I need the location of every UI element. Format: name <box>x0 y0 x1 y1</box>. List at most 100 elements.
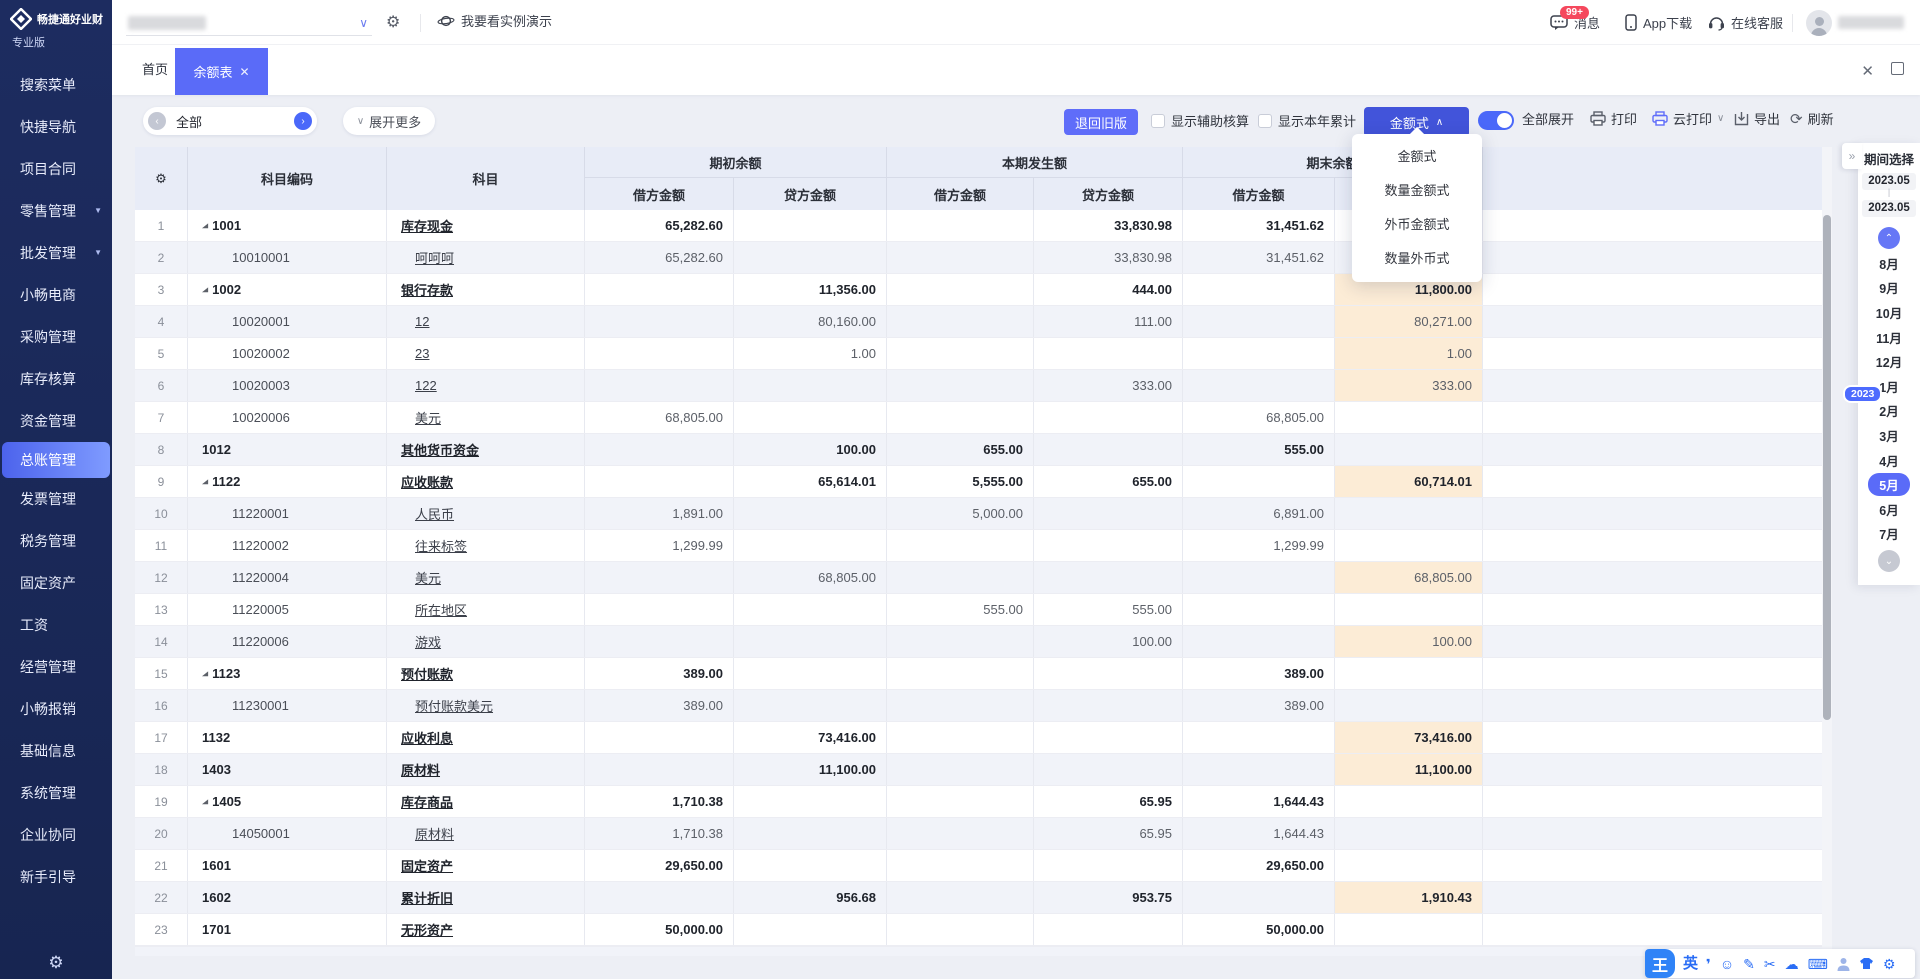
checkbox-icon[interactable] <box>1258 113 1272 128</box>
account-link[interactable]: 122 <box>415 378 437 393</box>
chevron-right-icon[interactable]: › <box>294 112 312 130</box>
account-link[interactable]: 往来标签 <box>415 539 468 554</box>
account-link[interactable]: 固定资产 <box>401 859 454 874</box>
cloud-print-button[interactable]: 云打印 ∨ <box>1652 109 1724 128</box>
account-link[interactable]: 美元 <box>415 571 442 586</box>
month-item-8月[interactable]: 8月 <box>1858 251 1920 276</box>
account-link[interactable]: 所在地区 <box>415 603 468 618</box>
account-link[interactable]: 库存商品 <box>401 795 454 810</box>
show-aux-checkbox[interactable]: 显示辅助核算 <box>1151 111 1249 130</box>
checkbox-icon[interactable] <box>1151 113 1165 128</box>
sidebar-item-系统管理[interactable]: 系统管理 <box>0 772 112 814</box>
sidebar-item-库存核算[interactable]: 库存核算 <box>0 358 112 400</box>
sidebar-item-采购管理[interactable]: 采购管理 <box>0 316 112 358</box>
month-item-5月[interactable]: 5月 <box>1858 472 1920 497</box>
sidebar-item-基础信息[interactable]: 基础信息 <box>0 730 112 772</box>
chevron-down-icon[interactable]: ∨ <box>359 16 368 30</box>
chevron-left-icon[interactable]: ‹ <box>148 112 166 130</box>
expand-toggle-icon[interactable]: ◢ <box>202 669 209 678</box>
account-link[interactable]: 23 <box>415 346 430 361</box>
ime-handwriting-icon[interactable]: ✎ <box>1743 955 1755 972</box>
sidebar-item-工资[interactable]: 工资 <box>0 604 112 646</box>
scrollbar-thumb[interactable] <box>1823 215 1831 720</box>
sidebar-settings-gear-icon[interactable]: ⚙ <box>48 953 64 972</box>
month-item-11月[interactable]: 11月 <box>1858 325 1920 350</box>
sidebar-item-零售管理[interactable]: 零售管理 ▼ <box>0 190 112 232</box>
expand-more-button[interactable]: ∨ 展开更多 <box>343 107 435 135</box>
sidebar-item-资金管理[interactable]: 资金管理 <box>0 400 112 442</box>
month-item-4月[interactable]: 4月 <box>1858 448 1920 473</box>
company-selector[interactable]: ∨ <box>126 12 372 36</box>
ime-person-icon[interactable] <box>1837 957 1850 971</box>
account-link[interactable]: 银行存款 <box>401 283 454 298</box>
expand-toggle-icon[interactable]: ◢ <box>202 797 209 806</box>
export-button[interactable]: 导出 <box>1734 109 1780 128</box>
sidebar-item-税务管理[interactable]: 税务管理 <box>0 520 112 562</box>
messages-item[interactable]: 99+ 消息 <box>1550 0 1600 45</box>
sidebar-item-企业协同[interactable]: 企业协同 <box>0 814 112 856</box>
ime-settings-icon[interactable]: ⚙ <box>1882 955 1896 972</box>
column-settings-gear-icon[interactable]: ⚙ <box>135 147 188 210</box>
scroll-months-down-icon[interactable]: ⌄ <box>1878 550 1900 573</box>
close-icon[interactable]: ✕ <box>1861 63 1874 80</box>
month-item-10月[interactable]: 10月 <box>1858 300 1920 325</box>
account-link[interactable]: 原材料 <box>401 763 441 778</box>
month-item-7月[interactable]: 7月 <box>1858 522 1920 547</box>
account-link[interactable]: 美元 <box>415 411 442 426</box>
sidebar-item-小畅电商[interactable]: 小畅电商 <box>0 274 112 316</box>
account-link[interactable]: 游戏 <box>415 635 442 650</box>
expand-all-toggle[interactable] <box>1478 111 1514 130</box>
sidebar-item-搜索菜单[interactable]: 搜索菜单 <box>0 64 112 106</box>
format-menu-item-数量金额式[interactable]: 数量金额式 <box>1384 183 1450 198</box>
month-item-1月[interactable]: 1月 <box>1858 374 1920 399</box>
user-account[interactable] <box>1806 0 1904 45</box>
refresh-button[interactable]: ⟳ 刷新 <box>1790 109 1834 128</box>
service-item[interactable]: 在线客服 <box>1708 0 1783 45</box>
ime-cut-icon[interactable]: ✂ <box>1763 955 1776 972</box>
account-link[interactable]: 人民币 <box>415 507 455 522</box>
account-link[interactable]: 应收账款 <box>401 475 454 490</box>
ime-cloud-icon[interactable]: ☁ <box>1784 955 1799 972</box>
month-item-9月[interactable]: 9月 <box>1858 276 1920 301</box>
app-download-item[interactable]: App下载 <box>1625 0 1692 45</box>
account-link[interactable]: 原材料 <box>415 827 455 842</box>
account-link[interactable]: 预付账款 <box>401 667 454 682</box>
demo-link[interactable]: 我要看实例演示 <box>437 11 552 30</box>
tab-home[interactable]: 首页 <box>142 62 169 77</box>
sidebar-item-小畅报销[interactable]: 小畅报销 <box>0 688 112 730</box>
account-link[interactable]: 累计折旧 <box>401 891 454 906</box>
account-link[interactable]: 12 <box>415 314 430 329</box>
print-button[interactable]: 打印 <box>1590 109 1637 128</box>
format-menu-item-外币金额式[interactable]: 外币金额式 <box>1384 217 1450 232</box>
format-menu-item-数量外币式[interactable]: 数量外币式 <box>1384 251 1450 266</box>
account-link[interactable]: 呵呵呵 <box>415 251 455 266</box>
ime-quote-icon[interactable]: ❜ <box>1706 955 1711 972</box>
month-item-3月[interactable]: 3月 <box>1858 423 1920 448</box>
sidebar-item-批发管理[interactable]: 批发管理 ▼ <box>0 232 112 274</box>
account-link[interactable]: 库存现金 <box>401 219 454 234</box>
sidebar-item-固定资产[interactable]: 固定资产 <box>0 562 112 604</box>
panel-collapse-button[interactable]: » <box>1842 143 1862 169</box>
account-link[interactable]: 无形资产 <box>401 923 454 938</box>
account-link[interactable]: 其他货币资金 <box>401 443 480 458</box>
format-menu-item-金额式[interactable]: 金额式 <box>1397 149 1437 164</box>
month-item-12月[interactable]: 12月 <box>1858 349 1920 374</box>
month-item-6月[interactable]: 6月 <box>1858 497 1920 522</box>
sidebar-item-总账管理[interactable]: 总账管理 <box>2 442 110 478</box>
month-item-2月[interactable]: 2月 <box>1858 399 1920 424</box>
sidebar-item-发票管理[interactable]: 发票管理 <box>0 478 112 520</box>
show-ytd-checkbox[interactable]: 显示本年累计 <box>1258 111 1356 130</box>
scroll-months-up-icon[interactable]: ⌃ <box>1878 227 1900 249</box>
account-link[interactable]: 预付账款美元 <box>415 699 494 714</box>
sidebar-item-快捷导航[interactable]: 快捷导航 <box>0 106 112 148</box>
account-link[interactable]: 应收利息 <box>401 731 454 746</box>
expand-toggle-icon[interactable]: ◢ <box>202 477 209 486</box>
period-from[interactable]: 2023.05 <box>1862 173 1916 190</box>
tab-close-icon[interactable]: ✕ <box>239 64 250 79</box>
tab-balance-table[interactable]: 余额表 ✕ <box>175 48 268 95</box>
ime-brand-icon[interactable]: 王 <box>1645 949 1675 978</box>
org-settings-gear-icon[interactable]: ⚙ <box>386 14 401 31</box>
period-to[interactable]: 2023.05 <box>1862 200 1916 217</box>
scope-selector[interactable]: ‹ 全部 › <box>143 107 317 135</box>
expand-toggle-icon[interactable]: ◢ <box>202 285 209 294</box>
